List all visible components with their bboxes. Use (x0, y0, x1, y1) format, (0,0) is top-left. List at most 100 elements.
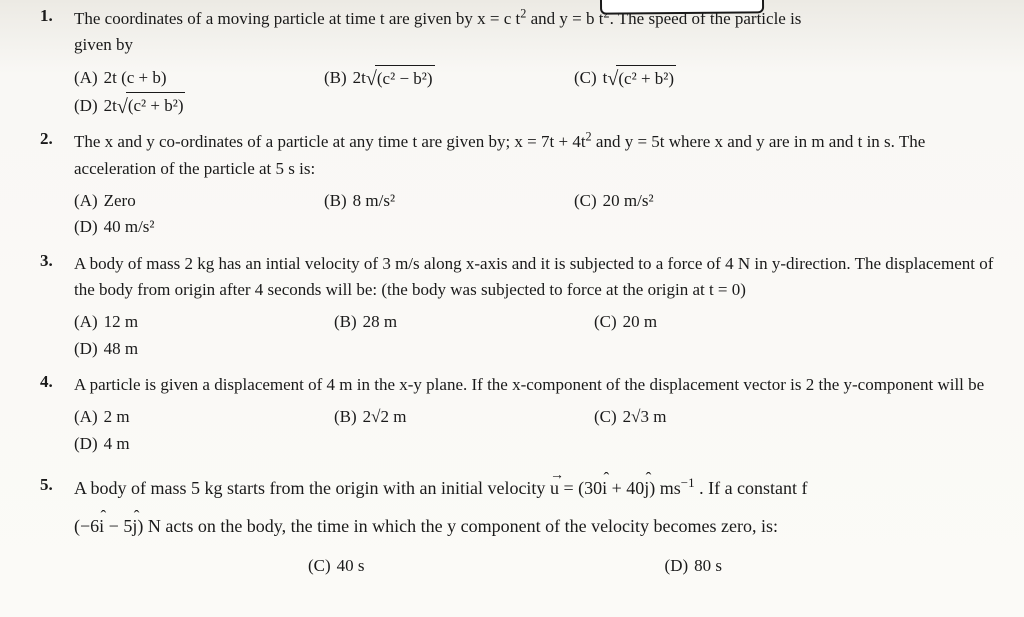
q2-optB-text: 8 m/s² (353, 188, 395, 214)
q5-option-d: (D)80 s (665, 553, 722, 579)
exam-page: 1. The coordinates of a moving particle … (0, 0, 1024, 617)
q3-option-b: (B) 28 m (334, 309, 554, 335)
q1-optB-sqrt: √(c² − b²) (366, 65, 435, 92)
q3-optB-text: 28 m (363, 309, 397, 335)
q1-body: The coordinates of a moving particle at … (74, 6, 996, 123)
q4-options: (A)2 m (B) 2√2 m (C) 2√3 m (D)4 m (74, 404, 996, 457)
q1-option-c: (C) t √(c² + b²) (574, 65, 784, 92)
q5-stem-line2: (−6i − 5j) N acts on the body, the time … (74, 513, 996, 541)
q1-optA-text: 2t (c + b) (104, 65, 167, 91)
q1-option-d: (D) 2t √(c² + b²) (74, 92, 284, 119)
q4-optB-text: 2√2 m (363, 404, 407, 430)
q1-optD-arg: (c² + b²) (126, 92, 186, 119)
q5-l2-open: (−6 (74, 516, 99, 536)
q5-vec-u: u (550, 475, 559, 503)
question-4: 4. A particle is given a displacement of… (40, 372, 996, 461)
q2-option-a: (A)Zero (74, 188, 284, 214)
q3-option-c: (C) 20 m (594, 309, 814, 335)
q5-stem-eq: = (30 (559, 478, 602, 498)
q5-stem-unit: ) ms (649, 478, 681, 498)
q5-j2: j (132, 513, 137, 541)
question-5: 5. A body of mass 5 kg starts from the o… (40, 475, 996, 583)
q4-optC-label: (C) (594, 404, 617, 430)
q3-options: (A)12 m (B) 28 m (C) 20 m (D)48 m (74, 309, 996, 362)
q3-optA-label: (A) (74, 309, 98, 335)
q3-optC-label: (C) (594, 309, 617, 335)
radical-icon: √ (366, 69, 377, 89)
q3-option-d: (D)48 m (74, 336, 294, 362)
q5-l2-mid: − 5 (104, 516, 132, 536)
q1-stem-text-a: The coordinates of a moving particle at … (74, 9, 520, 28)
q1-optB-pre: 2t (353, 65, 366, 91)
q4-optC-text: 2√3 m (623, 404, 667, 430)
q1-optC-sqrt: √(c² + b²) (607, 65, 676, 92)
radical-icon: √ (607, 69, 618, 89)
q3-optA-text: 12 m (104, 309, 138, 335)
q1-options: (A) 2t (c + b) (B) 2t √(c² − b²) (C) t √… (74, 65, 996, 120)
q1-optC-label: (C) (574, 65, 597, 91)
q5-body: A body of mass 5 kg starts from the orig… (74, 475, 996, 583)
q4-stem: A particle is given a displacement of 4 … (74, 372, 996, 398)
q5-optC-label: (C) (308, 553, 331, 579)
q3-option-a: (A)12 m (74, 309, 294, 335)
q1-optC-arg: (c² + b²) (616, 65, 676, 92)
q1-optD-sqrt: √(c² + b²) (117, 92, 186, 119)
q5-i2: i (99, 513, 104, 541)
q4-option-c: (C) 2√3 m (594, 404, 814, 430)
q3-optB-label: (B) (334, 309, 357, 335)
q4-body: A particle is given a displacement of 4 … (74, 372, 996, 461)
q5-optC-text: 40 s (337, 553, 365, 579)
question-3: 3. A body of mass 2 kg has an intial vel… (40, 251, 996, 366)
q1-optB-arg: (c² − b²) (375, 65, 435, 92)
q5-j1: j (644, 475, 649, 503)
q4-optA-label: (A) (74, 404, 98, 430)
q5-stem-line1: A body of mass 5 kg starts from the orig… (74, 475, 996, 503)
q1-optB-label: (B) (324, 65, 347, 91)
q5-stem-tail: . If a constant f (695, 478, 808, 498)
q2-stem-a: The x and y co-ordinates of a particle a… (74, 132, 586, 151)
q4-optA-text: 2 m (104, 404, 130, 430)
q5-option-c: (C) 40 s (308, 553, 365, 579)
q2-optA-text: Zero (104, 188, 136, 214)
q5-optD-text: 80 s (694, 553, 722, 579)
q2-optD-text: 40 m/s² (104, 214, 155, 240)
q1-optD-pre: 2t (104, 93, 117, 119)
q5-stem-plus: + 40 (607, 478, 644, 498)
q4-optD-label: (D) (74, 431, 98, 457)
q4-optB-label: (B) (334, 404, 357, 430)
q5-stem-exp: −1 (681, 475, 695, 490)
q2-optB-label: (B) (324, 188, 347, 214)
q3-optD-label: (D) (74, 336, 98, 362)
q2-options: (A)Zero (B) 8 m/s² (C) 20 m/s² (D)40 m/s² (74, 188, 996, 241)
radical-icon: √ (117, 97, 128, 117)
q2-option-d: (D)40 m/s² (74, 214, 284, 240)
q3-number: 3. (40, 251, 74, 271)
q5-optD-label: (D) (665, 553, 689, 579)
q4-optD-text: 4 m (104, 431, 130, 457)
q5-l2-close: ) N acts on the body, the time in which … (137, 516, 778, 536)
q2-stem: The x and y co-ordinates of a particle a… (74, 129, 996, 182)
q2-body: The x and y co-ordinates of a particle a… (74, 129, 996, 244)
q1-option-b: (B) 2t √(c² − b²) (324, 65, 534, 92)
question-1: 1. The coordinates of a moving particle … (40, 6, 996, 123)
q4-option-b: (B) 2√2 m (334, 404, 554, 430)
q2-optC-text: 20 m/s² (603, 188, 654, 214)
q4-number: 4. (40, 372, 74, 392)
header-box-fragment (600, 0, 764, 15)
q1-optA-label: (A) (74, 65, 98, 91)
q5-number: 5. (40, 475, 74, 495)
q1-number: 1. (40, 6, 74, 26)
q1-given-by: given by (74, 32, 996, 58)
q3-optD-text: 48 m (104, 336, 138, 362)
q2-optA-label: (A) (74, 188, 98, 214)
q1-optD-label: (D) (74, 93, 98, 119)
q3-body: A body of mass 2 kg has an intial veloci… (74, 251, 996, 366)
q1-option-a: (A) 2t (c + b) (74, 65, 284, 92)
q3-optC-text: 20 m (623, 309, 657, 335)
question-2: 2. The x and y co-ordinates of a particl… (40, 129, 996, 244)
q4-option-d: (D)4 m (74, 431, 294, 457)
q3-stem: A body of mass 2 kg has an intial veloci… (74, 251, 996, 304)
q2-option-b: (B) 8 m/s² (324, 188, 534, 214)
q2-option-c: (C) 20 m/s² (574, 188, 784, 214)
q2-optC-label: (C) (574, 188, 597, 214)
